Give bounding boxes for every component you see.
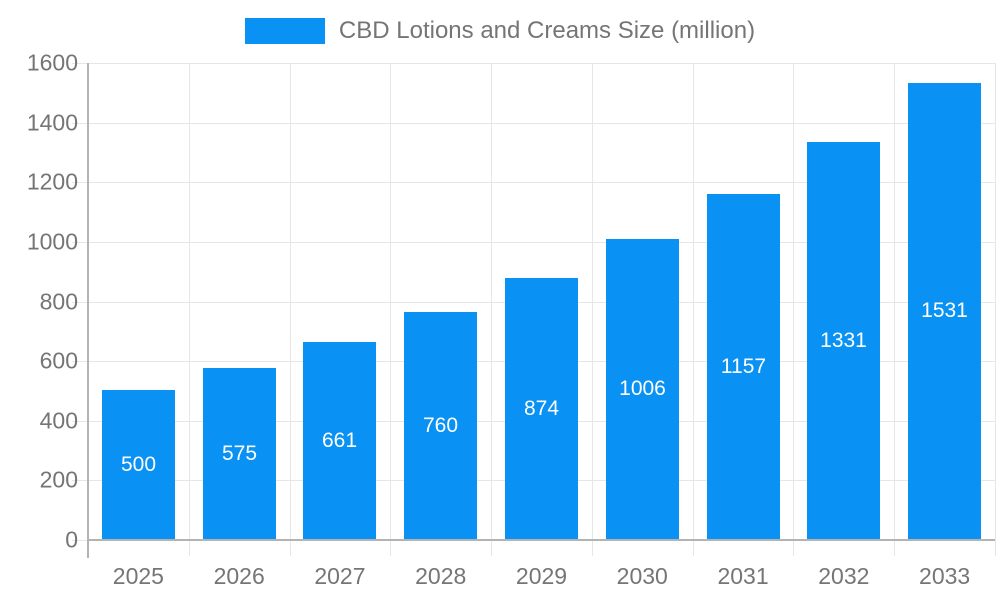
x-tick — [491, 540, 493, 556]
x-tick-label: 2031 — [717, 563, 769, 589]
x-tick — [188, 540, 190, 556]
bar-value-label: 760 — [422, 413, 459, 437]
y-tick-label: 0 — [65, 526, 78, 553]
bar-value-label: 575 — [221, 441, 258, 465]
bar-value-label: 661 — [321, 428, 358, 452]
bar[interactable]: 500 — [102, 390, 175, 539]
bar-value-label: 500 — [120, 452, 157, 476]
x-tick-label: 2032 — [818, 563, 870, 589]
y-tick-label: 1000 — [26, 228, 78, 255]
bar[interactable]: 575 — [203, 368, 276, 539]
x-gridline — [491, 63, 493, 540]
bar-value-label: 1331 — [820, 328, 867, 352]
legend-label: CBD Lotions and Creams Size (million) — [338, 17, 756, 44]
bar[interactable]: 1157 — [707, 194, 780, 539]
bar[interactable]: 1531 — [908, 83, 981, 539]
x-tick-label: 2030 — [616, 563, 668, 589]
x-gridline — [793, 63, 795, 540]
bar-value-label: 1531 — [921, 299, 968, 322]
x-tick — [591, 540, 593, 556]
y-gridline — [72, 241, 995, 243]
x-gridline — [591, 63, 593, 540]
y-tick — [72, 540, 88, 541]
bar-value-label: 874 — [523, 396, 560, 420]
y-tick-label: 800 — [39, 288, 78, 314]
x-tick — [289, 540, 291, 556]
bar[interactable]: 661 — [303, 342, 376, 539]
x-tick — [390, 540, 392, 556]
y-gridline — [72, 122, 995, 124]
y-tick-label: 1600 — [26, 49, 78, 76]
y-gridline — [72, 63, 995, 64]
y-tick-label: 1400 — [26, 109, 78, 136]
x-tick — [793, 540, 795, 556]
x-gridline — [390, 63, 392, 540]
x-tick — [692, 540, 694, 556]
y-gridline — [72, 182, 995, 184]
x-axis-line — [88, 539, 995, 541]
x-gridline — [894, 63, 896, 540]
bar-value-label: 1006 — [619, 377, 666, 400]
bar[interactable]: 874 — [505, 278, 578, 539]
x-gridline — [188, 63, 190, 540]
x-tick — [894, 540, 896, 556]
bar[interactable]: 1006 — [606, 239, 679, 539]
y-tick-label: 200 — [39, 466, 78, 493]
y-tick-label: 1200 — [26, 168, 78, 195]
x-tick — [995, 540, 996, 556]
y-axis-line — [87, 63, 89, 558]
x-tick-label: 2028 — [415, 563, 467, 589]
y-tick-label: 400 — [39, 407, 78, 434]
x-tick-label: 2033 — [919, 563, 971, 589]
x-gridline — [995, 63, 996, 540]
bar[interactable]: 760 — [404, 312, 477, 539]
y-tick-label: 600 — [39, 347, 78, 374]
chart-legend: CBD Lotions and Creams Size (million) — [0, 18, 1000, 44]
bar-value-label: 1157 — [720, 354, 767, 378]
x-tick-label: 2025 — [112, 563, 164, 589]
x-tick-label: 2029 — [515, 563, 568, 589]
x-gridline — [289, 63, 291, 540]
x-gridline — [692, 63, 694, 540]
bar[interactable]: 1331 — [807, 142, 880, 539]
x-tick-label: 2026 — [213, 563, 265, 589]
x-tick-label: 2027 — [314, 563, 366, 589]
legend-swatch-icon — [244, 18, 325, 44]
